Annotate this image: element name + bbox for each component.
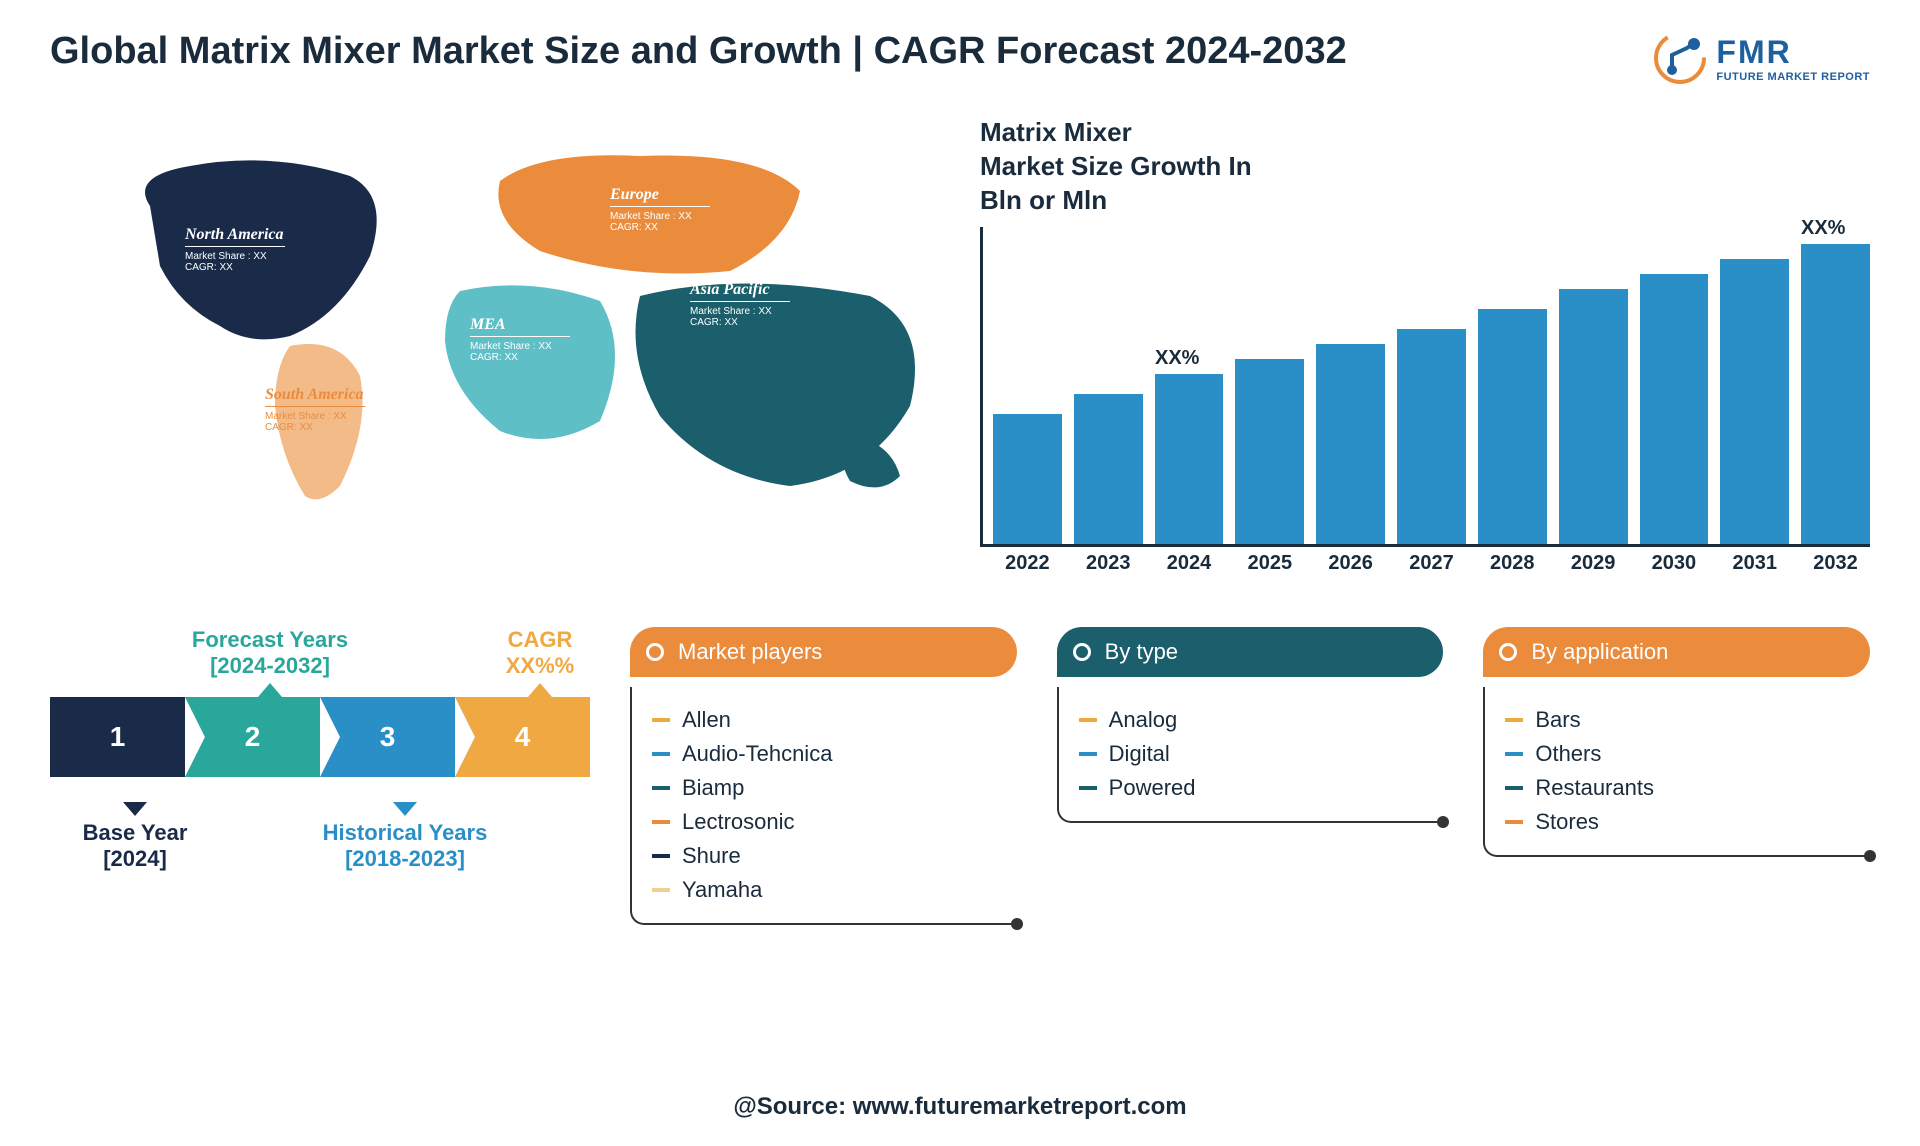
category-header: By application bbox=[1483, 627, 1870, 677]
region-label: North AmericaMarket Share : XXCAGR: XX bbox=[185, 226, 285, 273]
region-label: South AmericaMarket Share : XXCAGR: XX bbox=[265, 386, 365, 433]
category-item: Others bbox=[1505, 737, 1870, 771]
bar-2024: 2024 bbox=[1155, 374, 1224, 544]
bar-callout: XX% bbox=[1801, 217, 1845, 240]
bar-2025: 2025 bbox=[1235, 359, 1304, 544]
category-item: Digital bbox=[1079, 737, 1444, 771]
bar-2023: 2023 bbox=[1074, 394, 1143, 544]
region-label: MEAMarket Share : XXCAGR: XX bbox=[470, 316, 570, 363]
source-attribution: @Source: www.futuremarketreport.com bbox=[0, 1093, 1920, 1121]
timeline: 1234Base Year[2024]Forecast Years[2024-2… bbox=[50, 627, 590, 777]
timeline-label: Historical Years[2018-2023] bbox=[320, 802, 490, 872]
category-item: Stores bbox=[1505, 805, 1870, 839]
logo: FMR FUTURE MARKET REPORT bbox=[1652, 30, 1870, 86]
bar-2027: 2027 bbox=[1397, 329, 1466, 544]
bar-2031: 2031 bbox=[1720, 259, 1789, 544]
region-label: Asia PacificMarket Share : XXCAGR: XX bbox=[690, 281, 790, 328]
logo-icon bbox=[1652, 30, 1708, 86]
timeline-label: Forecast Years[2024-2032] bbox=[185, 627, 355, 697]
page-title: Global Matrix Mixer Market Size and Grow… bbox=[50, 30, 1347, 73]
bar-chart: Matrix Mixer Market Size Growth In Bln o… bbox=[980, 116, 1870, 587]
bar-2022: 2022 bbox=[993, 414, 1062, 544]
category-market-players: Market players AllenAudio-TehcnicaBiampLe… bbox=[630, 627, 1017, 925]
category-item: Shure bbox=[652, 839, 1017, 873]
category-item: Analog bbox=[1079, 703, 1444, 737]
timeline-label: CAGRXX%% bbox=[455, 627, 625, 697]
logo-subtitle: FUTURE MARKET REPORT bbox=[1716, 71, 1870, 83]
bar-2026: 2026 bbox=[1316, 344, 1385, 544]
bar-2030: 2030 bbox=[1640, 274, 1709, 544]
category-item: Audio-Tehcnica bbox=[652, 737, 1017, 771]
bar-2029: 2029 bbox=[1559, 289, 1628, 544]
category-by-type: By type AnalogDigitalPowered bbox=[1057, 627, 1444, 925]
category-item: Restaurants bbox=[1505, 771, 1870, 805]
category-header: By type bbox=[1057, 627, 1444, 677]
category-item: Allen bbox=[652, 703, 1017, 737]
bar-callout: XX% bbox=[1155, 347, 1199, 370]
logo-brand: FMR bbox=[1716, 34, 1870, 71]
category-item: Biamp bbox=[652, 771, 1017, 805]
timeline-step-2: 2 bbox=[185, 697, 320, 777]
bar-2028: 2028 bbox=[1478, 309, 1547, 544]
timeline-step-3: 3 bbox=[320, 697, 455, 777]
timeline-step-1: 1 bbox=[50, 697, 185, 777]
category-header: Market players bbox=[630, 627, 1017, 677]
timeline-step-4: 4 bbox=[455, 697, 590, 777]
timeline-label: Base Year[2024] bbox=[50, 802, 220, 872]
category-item: Yamaha bbox=[652, 873, 1017, 907]
chart-title-line: Market Size Growth In bbox=[980, 150, 1870, 184]
region-label: EuropeMarket Share : XXCAGR: XX bbox=[610, 186, 710, 233]
category-item: Bars bbox=[1505, 703, 1870, 737]
world-map: North AmericaMarket Share : XXCAGR: XX So… bbox=[50, 116, 950, 496]
category-by-application: By application BarsOthersRestaurantsStore… bbox=[1483, 627, 1870, 925]
category-item: Lectrosonic bbox=[652, 805, 1017, 839]
chart-title-line: Matrix Mixer bbox=[980, 116, 1870, 150]
category-item: Powered bbox=[1079, 771, 1444, 805]
chart-title-line: Bln or Mln bbox=[980, 184, 1870, 218]
bar-2032: 2032 bbox=[1801, 244, 1870, 544]
